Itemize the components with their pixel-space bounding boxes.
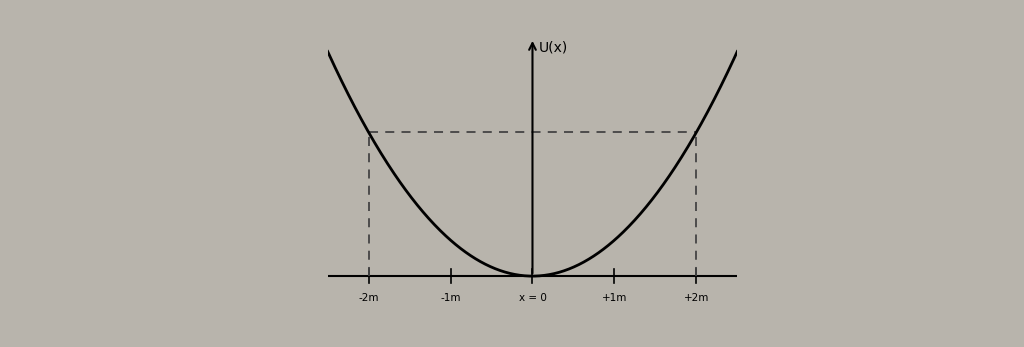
Text: -1m: -1m: [440, 293, 461, 303]
Text: x = 0: x = 0: [518, 293, 547, 303]
Text: U(x): U(x): [539, 41, 568, 54]
Text: +2m: +2m: [684, 293, 709, 303]
Text: +1m: +1m: [602, 293, 627, 303]
Text: -2m: -2m: [358, 293, 379, 303]
